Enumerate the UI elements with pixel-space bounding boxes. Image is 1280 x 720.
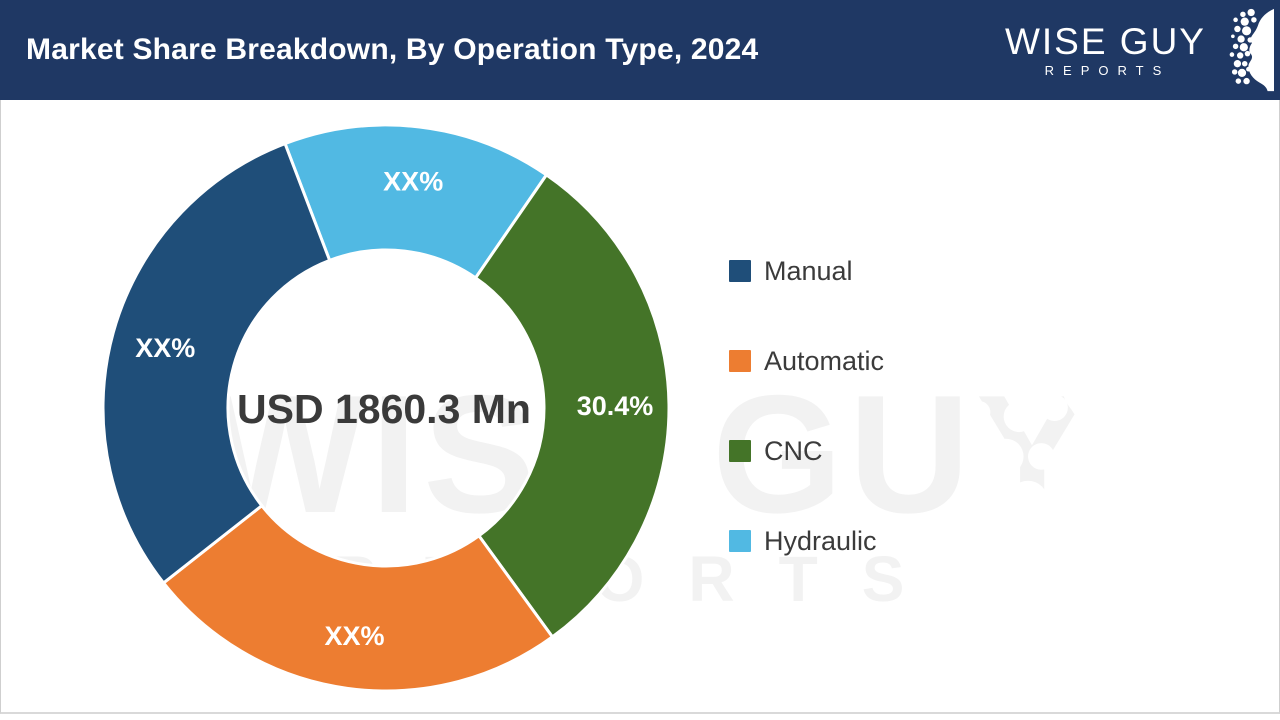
segment-label-automatic: XX% xyxy=(324,621,384,651)
donut-segment-hydraulic xyxy=(283,123,549,280)
logo-wordmark: WISE GUY xyxy=(1004,20,1206,62)
legend-swatch-cnc xyxy=(729,440,751,462)
legend-swatch-manual xyxy=(729,260,751,282)
dotted-face-icon xyxy=(1210,7,1274,93)
donut-segment-automatic xyxy=(161,503,555,693)
segment-label-hydraulic: XX% xyxy=(383,167,443,197)
donut-segment-manual xyxy=(101,141,332,586)
donut-segment-cnc xyxy=(473,172,671,639)
segment-label-manual: XX% xyxy=(135,333,195,363)
watermark-face-icon xyxy=(873,190,1183,590)
logo-text: WISE GUY REPORTS xyxy=(1005,23,1206,78)
legend-label: Automatic xyxy=(764,345,885,376)
legend-label: CNC xyxy=(764,435,823,466)
legend-item-automatic: Automatic xyxy=(729,346,884,376)
legend-item-cnc: CNC xyxy=(729,436,884,466)
donut-chart: XX% 30.4% XX% XX% USD 1860.3 Mn xyxy=(101,123,671,693)
chart-legend: Manual Automatic CNC Hydraulic xyxy=(729,256,884,556)
donut-center-value: USD 1860.3 Mn xyxy=(237,386,531,432)
legend-label: Hydraulic xyxy=(764,525,877,556)
legend-item-hydraulic: Hydraulic xyxy=(729,526,884,556)
page-title: Market Share Breakdown, By Operation Typ… xyxy=(26,33,759,66)
legend-swatch-hydraulic xyxy=(729,530,751,552)
legend-item-manual: Manual xyxy=(729,256,884,286)
legend-label: Manual xyxy=(764,255,853,286)
segment-label-cnc: 30.4% xyxy=(577,391,654,421)
logo-subtitle: REPORTS xyxy=(1044,62,1171,78)
header-bar: Market Share Breakdown, By Operation Typ… xyxy=(0,0,1280,100)
legend-swatch-automatic xyxy=(729,350,751,372)
chart-area: WISE GUY REPORTS XX% 30.4% XX% XX% USD 1860.… xyxy=(0,100,1280,714)
wise-guy-reports-logo: WISE GUY REPORTS xyxy=(1005,7,1274,93)
